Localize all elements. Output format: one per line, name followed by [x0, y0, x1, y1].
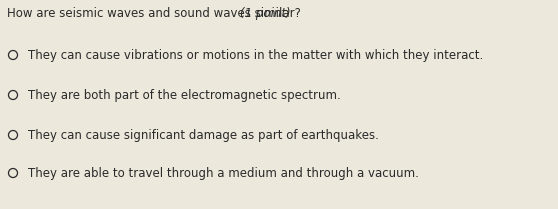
Text: They can cause significant damage as part of earthquakes.: They can cause significant damage as par… [28, 129, 379, 141]
Text: They are both part of the electromagnetic spectrum.: They are both part of the electromagneti… [28, 88, 341, 102]
Text: They can cause vibrations or motions in the matter with which they interact.: They can cause vibrations or motions in … [28, 48, 483, 61]
Text: (1 point): (1 point) [240, 7, 290, 20]
Text: How are seismic waves and sound waves similar?: How are seismic waves and sound waves si… [7, 7, 309, 20]
Text: They are able to travel through a medium and through a vacuum.: They are able to travel through a medium… [28, 167, 419, 180]
